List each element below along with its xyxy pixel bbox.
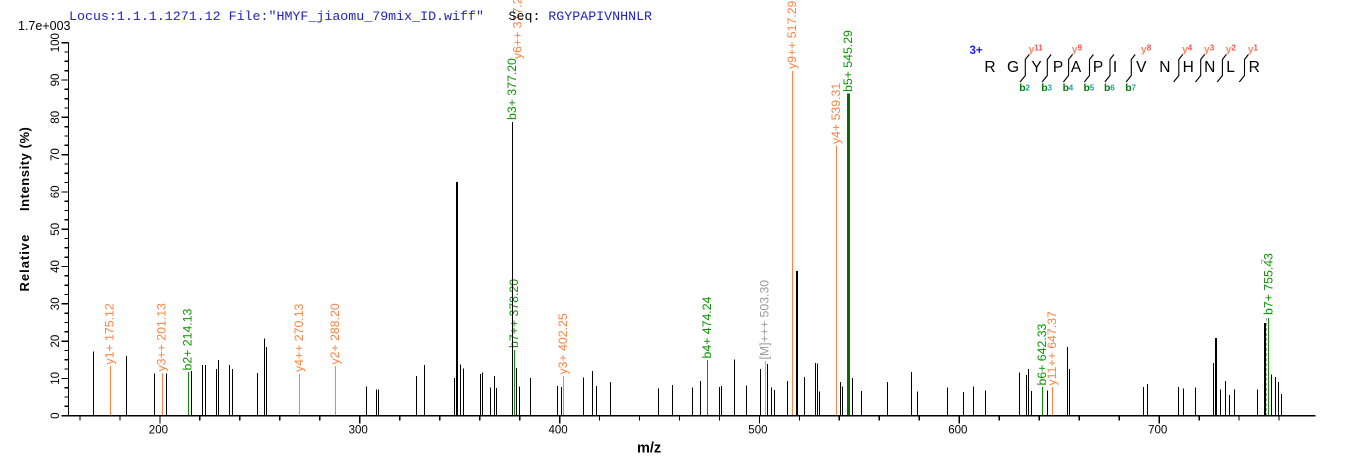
svg-text:700: 700 — [1148, 425, 1167, 437]
svg-text:0: 0 — [50, 412, 62, 418]
svg-text:m/z: m/z — [637, 441, 661, 457]
svg-text:Intensity (%): Intensity (%) — [17, 127, 32, 211]
svg-text:90: 90 — [50, 74, 62, 87]
svg-text:y: y — [1141, 43, 1147, 55]
svg-text:b: b — [1125, 82, 1131, 94]
svg-text:b2+ 214.13: b2+ 214.13 — [181, 308, 195, 370]
svg-text:y4++ 270.13: y4++ 270.13 — [292, 303, 306, 372]
svg-text:y11++ 647.37: y11++ 647.37 — [1045, 311, 1059, 385]
svg-text:80: 80 — [50, 111, 62, 124]
svg-text:y2+ 288.20: y2+ 288.20 — [328, 303, 342, 364]
svg-text:V: V — [1136, 59, 1147, 76]
svg-text:6: 6 — [1110, 84, 1115, 93]
svg-text:50: 50 — [50, 223, 62, 236]
svg-text:b3+ 377.20: b3+ 377.20 — [505, 58, 519, 120]
svg-text:1: 1 — [1254, 43, 1259, 52]
svg-text:2: 2 — [1026, 84, 1031, 93]
svg-text:y: y — [1029, 43, 1035, 55]
svg-text:2: 2 — [1231, 43, 1236, 52]
svg-text:20: 20 — [50, 335, 62, 348]
svg-text:R: R — [984, 59, 995, 76]
svg-text:4: 4 — [1188, 43, 1193, 52]
svg-text:1.7e+003: 1.7e+003 — [18, 19, 71, 33]
svg-text:RGYPAPIVNHNLR: RGYPAPIVNHNLR — [548, 9, 652, 24]
svg-text:3: 3 — [1048, 84, 1053, 93]
svg-text:8: 8 — [1147, 43, 1152, 52]
svg-text:y: y — [1226, 43, 1232, 55]
svg-text:10: 10 — [50, 372, 62, 385]
svg-text:11: 11 — [1034, 43, 1043, 52]
svg-text:b5+ 545.29: b5+ 545.29 — [841, 30, 855, 92]
svg-text:b: b — [1041, 82, 1047, 94]
svg-text:Y: Y — [1031, 59, 1041, 76]
svg-text:[M]+++ 503.30: [M]+++ 503.30 — [757, 280, 771, 360]
svg-text:N: N — [1159, 59, 1170, 76]
svg-text:y: y — [1072, 43, 1078, 55]
svg-text:Locus:1.1.1.1271.12 File:"HMYF: Locus:1.1.1.1271.12 File:"HMYF_jiaomu_79… — [69, 9, 484, 24]
svg-text:b: b — [1104, 82, 1110, 94]
svg-text:Relative: Relative — [17, 234, 32, 292]
svg-text:7: 7 — [1260, 259, 1271, 265]
svg-text:b: b — [1084, 82, 1090, 94]
svg-text:N: N — [1204, 59, 1215, 76]
svg-text:I: I — [1113, 59, 1117, 76]
svg-text:60: 60 — [50, 186, 62, 199]
svg-text:300: 300 — [349, 425, 368, 437]
svg-text:4: 4 — [1069, 84, 1074, 93]
svg-text:40: 40 — [50, 260, 62, 273]
svg-text:500: 500 — [748, 425, 767, 437]
svg-text:y: y — [1248, 43, 1254, 55]
svg-text:b7++ 378.20: b7++ 378.20 — [507, 279, 521, 348]
svg-text:y1+ 175.12: y1+ 175.12 — [103, 303, 117, 364]
svg-text:L: L — [1226, 59, 1235, 76]
svg-text:600: 600 — [948, 425, 967, 437]
svg-text:y: y — [1204, 43, 1210, 55]
svg-text:7: 7 — [1132, 84, 1137, 93]
svg-text:b4+ 474.24: b4+ 474.24 — [700, 296, 714, 358]
svg-text:5: 5 — [1090, 84, 1095, 93]
svg-text:b6+ 642.33: b6+ 642.33 — [1035, 323, 1049, 385]
svg-text:200: 200 — [149, 425, 168, 437]
svg-text:P: P — [1053, 59, 1063, 76]
svg-text:y4+ 539.31: y4+ 539.31 — [829, 83, 843, 144]
svg-text:9: 9 — [1078, 43, 1083, 52]
svg-text:y9++ 517.29: y9++ 517.29 — [785, 0, 799, 69]
svg-text:y6++ 377.20: y6++ 377.20 — [511, 0, 525, 59]
svg-text:y3++ 201.13: y3++ 201.13 — [154, 303, 168, 372]
svg-text:3+: 3+ — [970, 45, 983, 57]
svg-text:A: A — [1071, 59, 1082, 76]
svg-text:100: 100 — [50, 33, 62, 52]
svg-text:R: R — [1249, 59, 1260, 76]
svg-text:3: 3 — [1210, 43, 1215, 52]
svg-text:30: 30 — [50, 297, 62, 310]
svg-text:H: H — [1183, 59, 1194, 76]
svg-text:70: 70 — [50, 148, 62, 161]
svg-text:b: b — [1063, 82, 1069, 94]
svg-text:Seq:: Seq: — [509, 9, 541, 24]
svg-text:y3+ 402.25: y3+ 402.25 — [556, 313, 570, 374]
svg-text:b: b — [1019, 82, 1025, 94]
svg-text:P: P — [1093, 59, 1103, 76]
svg-text:G: G — [1007, 59, 1019, 76]
svg-text:y: y — [1182, 43, 1188, 55]
svg-text:400: 400 — [549, 425, 568, 437]
svg-text:b7+ 755.43: b7+ 755.43 — [1262, 253, 1276, 315]
